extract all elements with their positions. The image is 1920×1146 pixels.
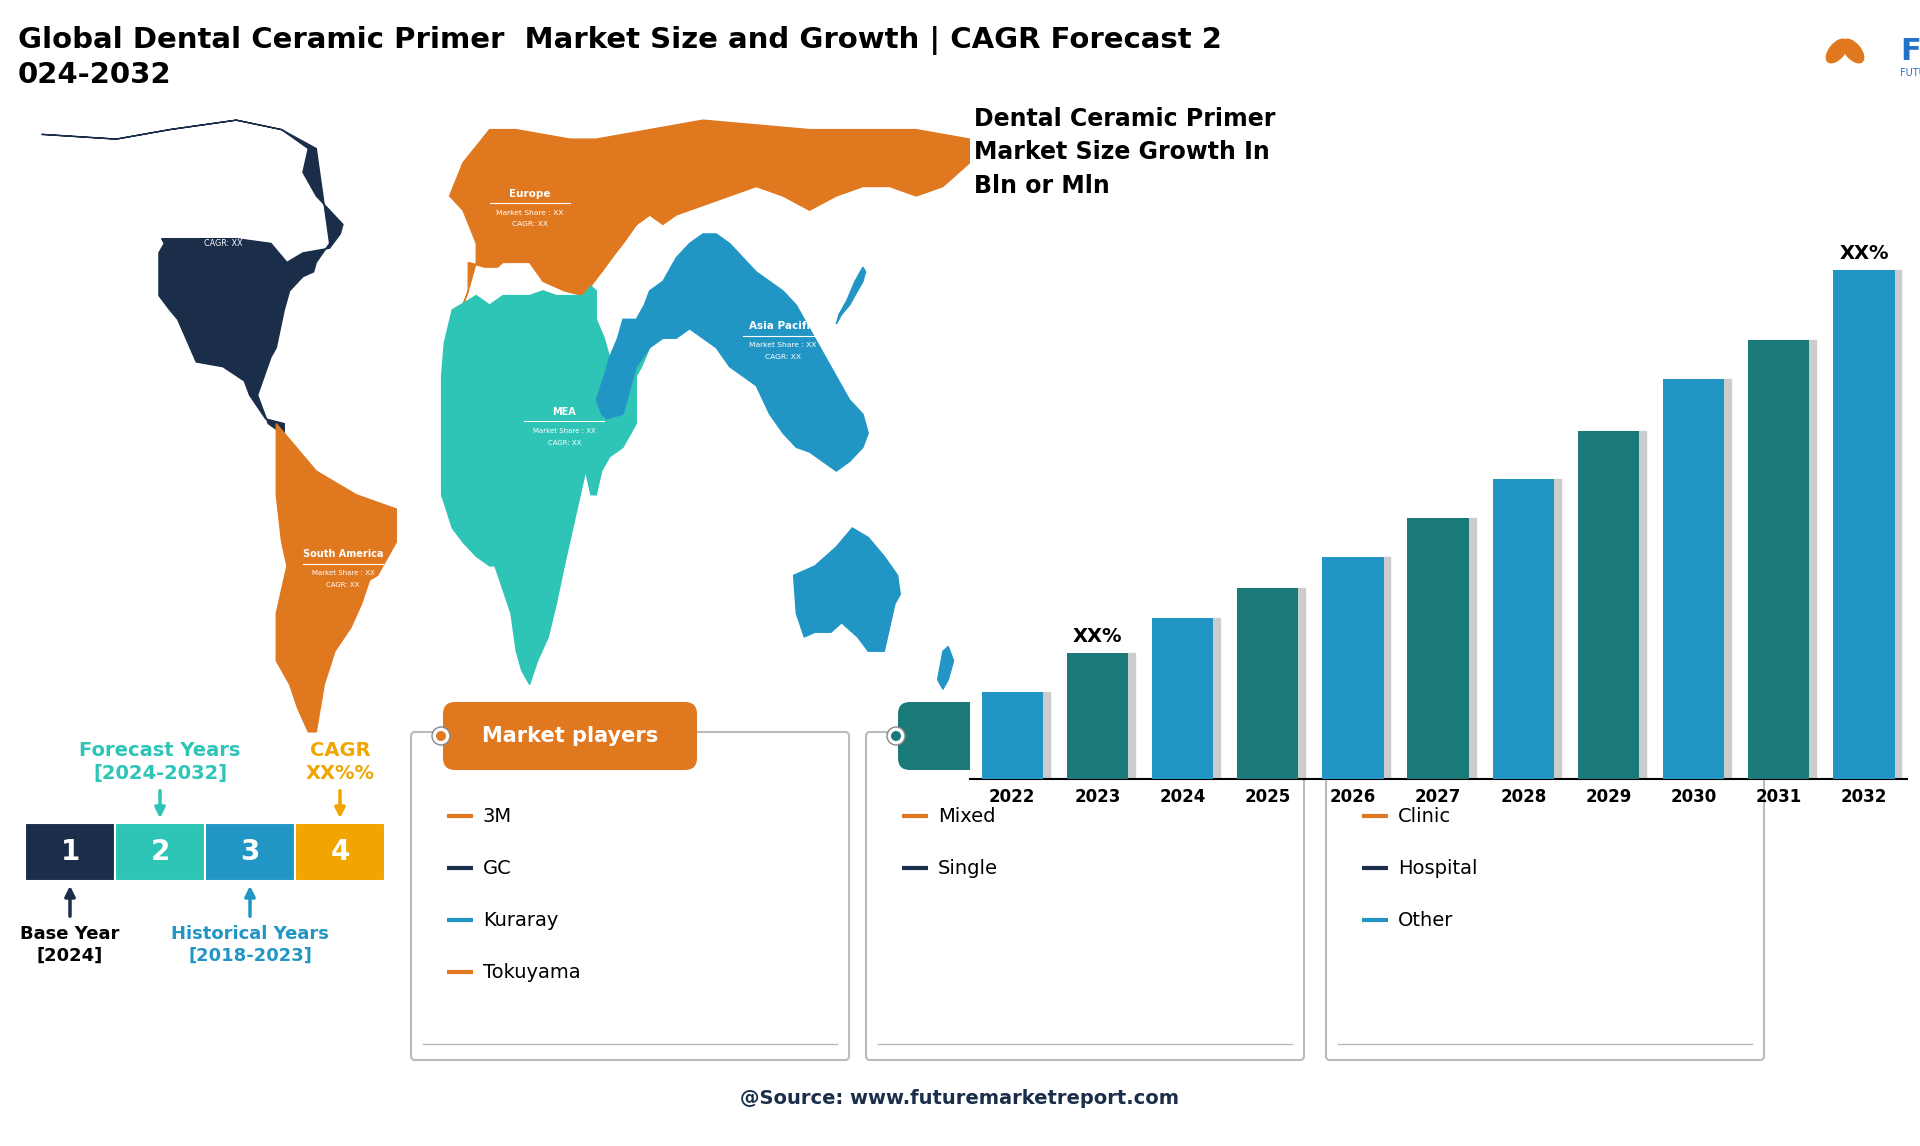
Bar — [205, 823, 296, 881]
FancyBboxPatch shape — [866, 732, 1304, 1060]
Bar — [1323, 557, 1384, 779]
Bar — [1553, 479, 1561, 779]
Bar — [1407, 518, 1469, 779]
Text: Market players: Market players — [482, 727, 659, 746]
Text: GC: GC — [484, 858, 513, 878]
Text: MEA: MEA — [553, 407, 576, 417]
FancyBboxPatch shape — [1357, 702, 1613, 770]
Bar — [1469, 518, 1476, 779]
Text: Base Year
[2024]: Base Year [2024] — [21, 925, 119, 965]
Text: South America: South America — [303, 549, 384, 559]
Ellipse shape — [1843, 39, 1864, 63]
Polygon shape — [449, 129, 649, 305]
FancyBboxPatch shape — [444, 702, 697, 770]
Bar — [1747, 339, 1809, 779]
Text: 024-2032: 024-2032 — [17, 61, 171, 89]
Bar — [1578, 431, 1640, 779]
Text: Single: Single — [939, 858, 998, 878]
Text: Market Share : XX: Market Share : XX — [495, 210, 563, 215]
Circle shape — [887, 727, 904, 745]
Bar — [1640, 431, 1645, 779]
Circle shape — [1803, 19, 1887, 103]
Text: FUTURE MARKET REPORT: FUTURE MARKET REPORT — [1901, 68, 1920, 78]
Polygon shape — [42, 120, 344, 433]
Text: Market Share : XX: Market Share : XX — [749, 343, 816, 348]
Text: 3M: 3M — [484, 807, 513, 825]
Text: Market Share : XX: Market Share : XX — [534, 427, 595, 433]
Circle shape — [1348, 727, 1365, 745]
Polygon shape — [837, 267, 866, 324]
Bar — [1724, 379, 1732, 779]
Text: Other: Other — [1398, 911, 1453, 929]
Text: 4: 4 — [330, 838, 349, 866]
Text: Asia Pacific: Asia Pacific — [749, 321, 816, 331]
Polygon shape — [276, 424, 396, 732]
Bar — [25, 823, 115, 881]
Text: Market Share : XX: Market Share : XX — [186, 227, 259, 236]
Circle shape — [432, 727, 449, 745]
Text: 2: 2 — [150, 838, 169, 866]
Polygon shape — [570, 120, 970, 272]
Bar — [1895, 270, 1901, 779]
Bar — [1384, 557, 1390, 779]
Text: FMR: FMR — [1901, 37, 1920, 65]
FancyBboxPatch shape — [411, 732, 849, 1060]
Polygon shape — [597, 234, 868, 471]
Circle shape — [1352, 731, 1361, 741]
Polygon shape — [442, 286, 649, 684]
Bar — [1068, 653, 1129, 779]
Text: Forecast Years
[2024-2032]: Forecast Years [2024-2032] — [79, 740, 240, 783]
Bar — [296, 823, 386, 881]
Bar — [1129, 653, 1135, 779]
Text: CAGR: XX: CAGR: XX — [511, 221, 547, 227]
Bar — [1809, 339, 1816, 779]
Bar — [1492, 479, 1553, 779]
Text: 3: 3 — [240, 838, 259, 866]
Bar — [1236, 588, 1298, 779]
Bar — [1834, 270, 1895, 779]
Text: Hospital: Hospital — [1398, 858, 1478, 878]
Circle shape — [891, 731, 900, 741]
Bar — [1213, 618, 1219, 779]
Bar — [115, 823, 205, 881]
Ellipse shape — [1826, 39, 1847, 63]
Text: Clinic: Clinic — [1398, 807, 1452, 825]
Text: By type: By type — [981, 727, 1069, 746]
Text: CAGR: XX: CAGR: XX — [326, 582, 359, 588]
Bar — [1298, 588, 1306, 779]
Bar — [981, 692, 1043, 779]
Text: CAGR: XX: CAGR: XX — [204, 238, 242, 248]
Text: Dental Ceramic Primer
Market Size Growth In
Bln or Mln: Dental Ceramic Primer Market Size Growth… — [973, 107, 1275, 198]
Text: Tokuyama: Tokuyama — [484, 963, 580, 981]
Text: North America: North America — [179, 207, 269, 218]
Text: Market Share : XX: Market Share : XX — [311, 570, 374, 576]
Text: Global Dental Ceramic Primer  Market Size and Growth | CAGR Forecast 2: Global Dental Ceramic Primer Market Size… — [17, 26, 1221, 55]
Text: XX%: XX% — [1839, 244, 1889, 262]
Bar — [1663, 379, 1724, 779]
Text: Mixed: Mixed — [939, 807, 995, 825]
Bar — [1152, 618, 1213, 779]
Bar — [1043, 692, 1050, 779]
Text: CAGR: XX: CAGR: XX — [764, 354, 801, 360]
FancyBboxPatch shape — [899, 702, 1152, 770]
Text: Europe: Europe — [509, 189, 551, 198]
Text: 1: 1 — [60, 838, 79, 866]
Text: Kuraray: Kuraray — [484, 911, 559, 929]
Text: CAGR
XX%%: CAGR XX%% — [305, 740, 374, 783]
Text: @Source: www.futuremarketreport.com: @Source: www.futuremarketreport.com — [741, 1089, 1179, 1107]
Polygon shape — [793, 528, 900, 651]
Circle shape — [436, 731, 445, 741]
Text: By application: By application — [1402, 727, 1569, 746]
Polygon shape — [937, 646, 954, 689]
FancyBboxPatch shape — [1327, 732, 1764, 1060]
Text: XX%: XX% — [1073, 627, 1121, 646]
Text: CAGR: XX: CAGR: XX — [547, 440, 582, 446]
Text: Historical Years
[2018-2023]: Historical Years [2018-2023] — [171, 925, 328, 965]
